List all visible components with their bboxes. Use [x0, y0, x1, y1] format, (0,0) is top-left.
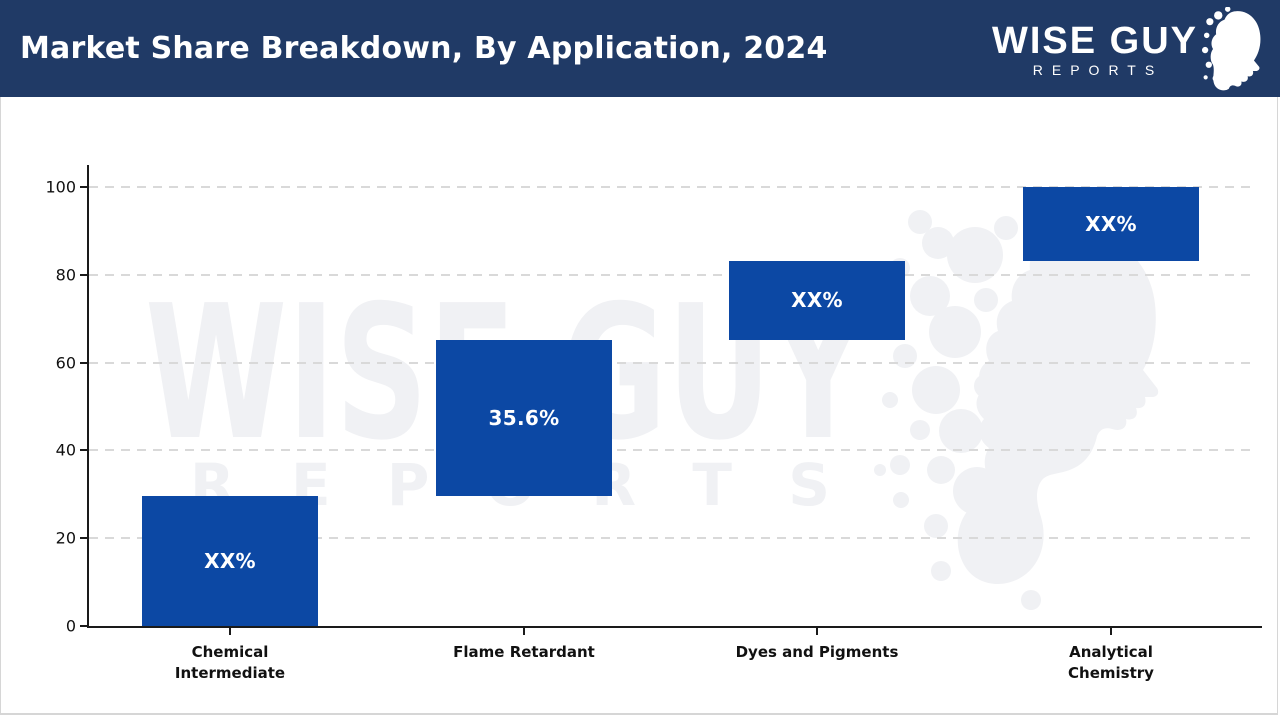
y-tick-mark-80: [80, 273, 88, 276]
y-tick-label-20: 20: [55, 528, 76, 548]
bar-value-label-2: XX%: [791, 288, 843, 313]
y-tick-label-60: 60: [55, 353, 76, 373]
x-tick-mark-2: [816, 628, 818, 635]
bar-value-label-0: XX%: [204, 549, 256, 574]
x-category-label-1: Flame Retardant: [453, 643, 595, 661]
bar-3: XX%: [1023, 187, 1199, 261]
logo-wordmark: WISE GUY: [991, 19, 1198, 62]
chart-title: Market Share Breakdown, By Application, …: [20, 31, 828, 66]
grid-line-40: [89, 449, 1255, 452]
x-axis-spine: [87, 626, 1262, 628]
x-tick-mark-1: [523, 628, 525, 635]
y-tick-mark-40: [80, 449, 88, 452]
grid-line-60: [89, 361, 1255, 364]
x-category-label-3: Analytical Chemistry: [1068, 643, 1154, 682]
header-band: Market Share Breakdown, By Application, …: [0, 0, 1280, 97]
y-tick-label-100: 100: [45, 177, 76, 197]
x-category-label-2: Dyes and Pigments: [735, 643, 899, 661]
y-tick-mark-20: [80, 537, 88, 540]
bar-1: 35.6%: [436, 339, 612, 497]
y-tick-mark-100: [80, 186, 88, 188]
x-category-label-0: Chemical Intermediate: [174, 643, 286, 682]
y-tick-mark-60: [80, 361, 88, 364]
y-tick-label-40: 40: [55, 440, 76, 460]
grid-line-100: [89, 186, 1255, 188]
y-tick-mark-0: [80, 625, 88, 627]
x-tick-mark-3: [1110, 628, 1112, 635]
bar-value-label-1: 35.6%: [488, 405, 560, 430]
bar-2: XX%: [729, 260, 905, 340]
brand-logo: WISE GUY REPORTS: [992, 6, 1266, 92]
logo-subtext: REPORTS: [1032, 61, 1164, 78]
grid-line-20: [89, 537, 1255, 540]
bar-value-label-3: XX%: [1085, 211, 1137, 236]
y-tick-label-0: 0: [65, 616, 76, 636]
y-tick-label-80: 80: [55, 265, 76, 285]
x-tick-mark-0: [229, 628, 231, 635]
grid-line-80: [89, 273, 1255, 276]
logo-head-icon: [1202, 7, 1261, 91]
bar-0: XX%: [142, 496, 318, 626]
y-axis-spine: [87, 165, 89, 628]
